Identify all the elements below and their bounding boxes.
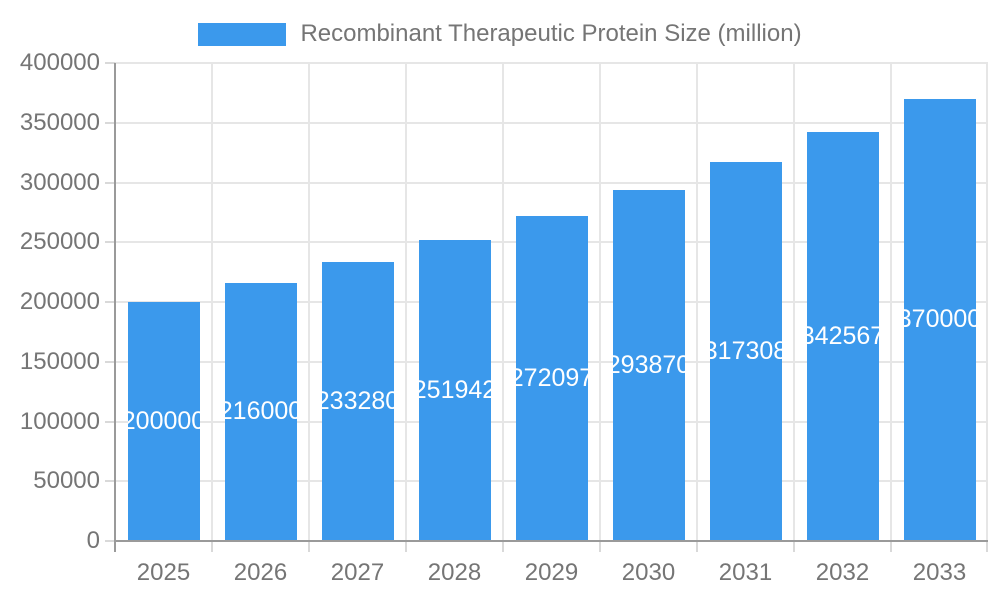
y-tick-label: 350000 [19, 108, 100, 136]
bar-value-label: 342567 [806, 321, 879, 350]
h-gridline [115, 121, 988, 124]
bar[interactable]: 200000 [127, 302, 200, 541]
legend-label: Recombinant Therapeutic Protein Size (mi… [300, 20, 802, 47]
x-tick-mark [405, 541, 407, 552]
v-gridline [599, 63, 601, 541]
x-tick-label: 2033 [912, 559, 967, 586]
plot-area: 0 50000 100000 150000 200000 250000 300000 3500… [20, 49, 988, 586]
bar[interactable]: 216000 [224, 282, 297, 541]
v-gridline [986, 63, 988, 541]
x-tick-mark [308, 541, 310, 552]
h-gridline [115, 62, 988, 64]
bar-value-label: 233280 [321, 387, 394, 416]
y-tick-label: 250000 [19, 228, 100, 256]
y-tick-label: 0 [86, 527, 100, 554]
x-tick-label: 2032 [815, 559, 870, 586]
y-tick-mark [105, 540, 115, 542]
v-gridline [793, 63, 795, 541]
x-tick-label: 2026 [233, 559, 288, 586]
bar-value-label: 216000 [224, 397, 297, 426]
bar[interactable]: 293870 [612, 189, 685, 541]
x-tick-mark [211, 541, 213, 552]
x-tick-mark [502, 541, 504, 552]
y-tick-mark [105, 241, 115, 244]
bar[interactable]: 272097 [515, 215, 588, 541]
v-gridline [211, 63, 213, 541]
legend-item[interactable]: Recombinant Therapeutic Protein Size (mi… [198, 20, 802, 48]
bar[interactable]: 233280 [321, 262, 394, 541]
x-tick-mark [599, 541, 601, 552]
bar[interactable]: 370000 [903, 98, 976, 541]
x-axis-line [115, 540, 988, 542]
bar[interactable]: 317308 [709, 161, 782, 541]
legend-swatch [198, 22, 287, 46]
y-tick-label: 400000 [19, 49, 100, 76]
x-tick-label: 2030 [621, 559, 676, 586]
x-tick-label: 2029 [524, 559, 579, 586]
bar[interactable]: 342567 [806, 131, 879, 541]
x-tick-label: 2027 [330, 559, 385, 586]
x-tick-label: 2031 [718, 559, 773, 586]
v-gridline [308, 63, 310, 541]
y-tick-label: 150000 [19, 347, 100, 375]
y-tick-label: 50000 [33, 467, 100, 495]
bar-value-label: 293870 [612, 350, 685, 379]
h-gridline [115, 181, 988, 184]
x-tick-label: 2028 [427, 559, 482, 586]
bar[interactable]: 251942 [418, 239, 491, 541]
y-axis-extension-tick [114, 541, 116, 552]
v-gridline [696, 63, 698, 541]
bar-value-label: 251942 [418, 375, 491, 404]
y-tick-label: 300000 [19, 168, 100, 196]
v-gridline [890, 63, 892, 541]
v-gridline [405, 63, 407, 541]
bar-value-label: 370000 [903, 305, 976, 334]
x-tick-mark [793, 541, 795, 552]
x-tick-mark [696, 541, 698, 552]
legend: Recombinant Therapeutic Protein Size (mi… [0, 20, 1000, 48]
x-tick-mark [890, 541, 892, 552]
bar-value-label: 272097 [515, 363, 588, 392]
y-tick-label: 100000 [19, 407, 100, 435]
bar-value-label: 317308 [709, 336, 782, 365]
bar-value-label: 200000 [127, 407, 200, 435]
y-tick-mark [105, 480, 115, 483]
y-tick-mark [105, 181, 115, 184]
y-tick-mark [105, 121, 115, 124]
y-tick-mark [105, 62, 115, 64]
y-axis-line [114, 63, 116, 541]
x-tick-label: 2025 [136, 559, 191, 586]
y-tick-label: 200000 [19, 288, 100, 315]
y-tick-mark [105, 420, 115, 423]
v-gridline [502, 63, 504, 541]
y-tick-mark [105, 360, 115, 363]
x-tick-mark [986, 541, 988, 552]
y-tick-mark [105, 301, 115, 303]
